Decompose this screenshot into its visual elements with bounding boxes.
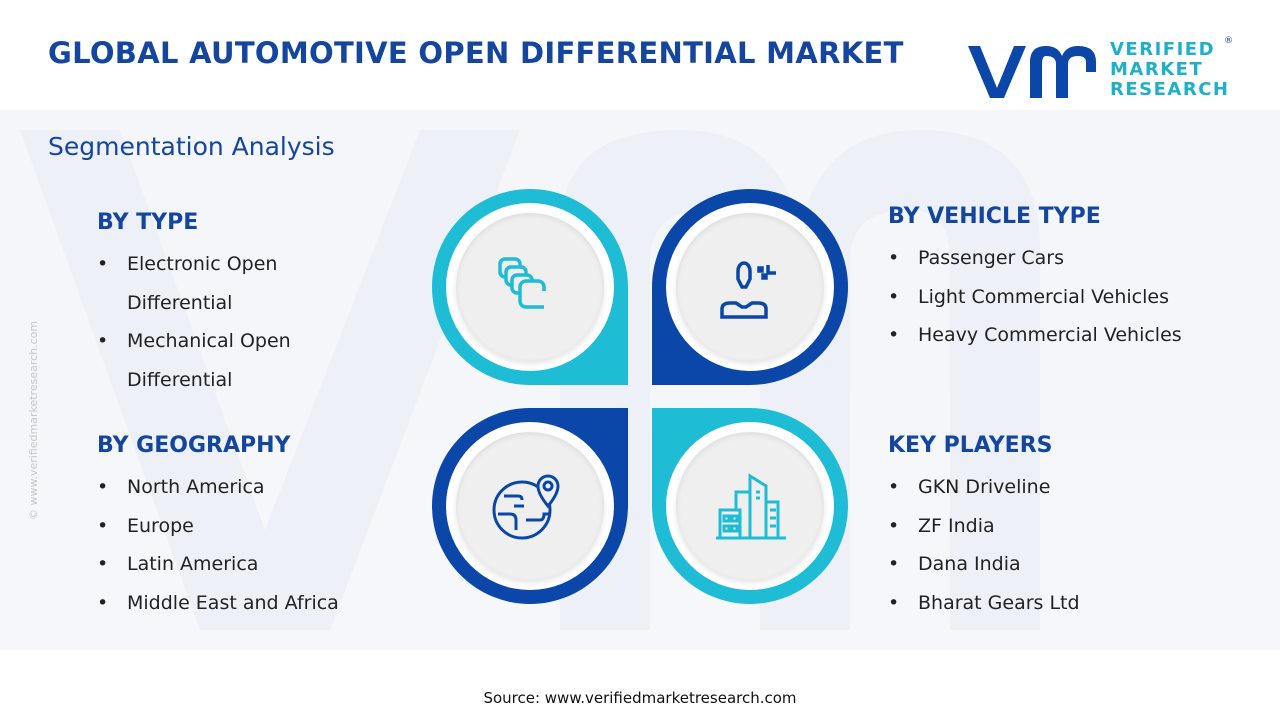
list-item: Electronic Open Differential (97, 245, 291, 322)
item-line: Electronic Open (127, 253, 278, 275)
list-item: Heavy Commercial Vehicles (888, 316, 1182, 355)
geography-badge (432, 408, 628, 604)
list-item: Latin America (97, 545, 339, 584)
person-icon (720, 261, 776, 319)
section-heading: KEY PLAYERS (888, 433, 1053, 458)
logo-text: VERIFIED MARKET RESEARCH (1110, 40, 1229, 100)
list-item: Europe (97, 507, 339, 546)
list-item: ZF India (888, 507, 1080, 546)
vehicle-badge (652, 189, 848, 385)
list-item: North America (97, 468, 339, 507)
section-by-type: BY TYPE Electronic Open Differential Mech… (97, 210, 291, 399)
section-by-vehicle-type: BY VEHICLE TYPE Passenger Cars Light Com… (888, 204, 1182, 355)
item-line: Differential (127, 368, 233, 391)
section-heading: BY VEHICLE TYPE (888, 204, 1101, 229)
page-title: GLOBAL AUTOMOTIVE OPEN DIFFERENTIAL MARK… (48, 36, 904, 70)
side-watermark-text: © www.verifiedmarketresearch.com (27, 320, 40, 520)
type-badge (432, 189, 628, 385)
list-item: Passenger Cars (888, 239, 1182, 278)
list-item: Light Commercial Vehicles (888, 278, 1182, 317)
subtitle: Segmentation Analysis (48, 132, 335, 161)
list-item: GKN Driveline (888, 468, 1080, 507)
item-line: Mechanical Open (127, 330, 291, 352)
globe-pin-icon (492, 474, 560, 540)
key-players-badge (652, 408, 848, 604)
list-item: Bharat Gears Ltd (888, 584, 1080, 623)
logo-line1: VERIFIED (1110, 39, 1216, 60)
logo: VERIFIED MARKET RESEARCH ® (966, 36, 1236, 102)
item-line: Differential (127, 291, 233, 314)
list-item: Dana India (888, 545, 1080, 584)
section-heading: BY TYPE (97, 210, 199, 235)
buildings-icon (716, 473, 786, 540)
logo-line3: RESEARCH (1110, 79, 1230, 100)
logo-line2: MARKET (1110, 59, 1204, 80)
list-item: Middle East and Africa (97, 584, 339, 623)
source-text: Source: www.verifiedmarketresearch.com (483, 689, 797, 707)
section-key-players: KEY PLAYERS GKN Driveline ZF India Dana … (888, 433, 1080, 622)
section-heading: BY GEOGRAPHY (97, 433, 291, 458)
list-item: Mechanical Open Differential (97, 322, 291, 399)
logo-registered: ® (1224, 36, 1233, 46)
stacked-squares-icon (498, 257, 546, 309)
section-by-geography: BY GEOGRAPHY North America Europe Latin … (97, 433, 339, 622)
logo-mark (968, 46, 1096, 98)
